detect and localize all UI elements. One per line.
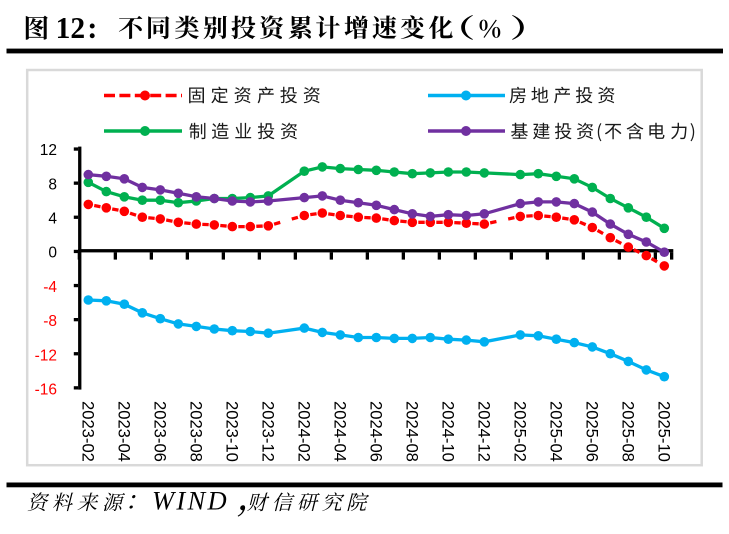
svg-text:-16: -16 — [35, 381, 57, 398]
svg-text:-8: -8 — [43, 313, 57, 330]
svg-text:2024-08: 2024-08 — [402, 401, 421, 462]
svg-text:2023-10: 2023-10 — [222, 401, 241, 462]
svg-text:-4: -4 — [43, 279, 57, 296]
svg-text:2025-10: 2025-10 — [654, 401, 673, 462]
svg-text:WIND: WIND — [152, 486, 229, 516]
svg-text:2024-02: 2024-02 — [294, 401, 313, 462]
svg-text:2025-04: 2025-04 — [546, 401, 565, 462]
svg-text:2025-08: 2025-08 — [618, 401, 637, 462]
svg-text:2024-12: 2024-12 — [474, 401, 493, 462]
svg-text:8: 8 — [48, 176, 57, 193]
svg-text::: : — [87, 11, 97, 45]
svg-text:2024-06: 2024-06 — [366, 401, 385, 462]
svg-text:12: 12 — [56, 11, 86, 45]
svg-text:2024-04: 2024-04 — [330, 401, 349, 462]
svg-text:4: 4 — [48, 210, 57, 227]
svg-text:2023-04: 2023-04 — [114, 401, 133, 462]
svg-text:2023-06: 2023-06 — [150, 401, 169, 462]
svg-text:12: 12 — [40, 142, 57, 159]
svg-text:2025-06: 2025-06 — [582, 401, 601, 462]
svg-text:-12: -12 — [35, 347, 57, 364]
svg-text:2023-08: 2023-08 — [186, 401, 205, 462]
svg-text:2023-02: 2023-02 — [78, 401, 97, 462]
svg-text:2025-02: 2025-02 — [510, 401, 529, 462]
svg-text:0: 0 — [48, 245, 57, 262]
svg-text:2023-12: 2023-12 — [258, 401, 277, 462]
svg-text:2024-10: 2024-10 — [438, 401, 457, 462]
